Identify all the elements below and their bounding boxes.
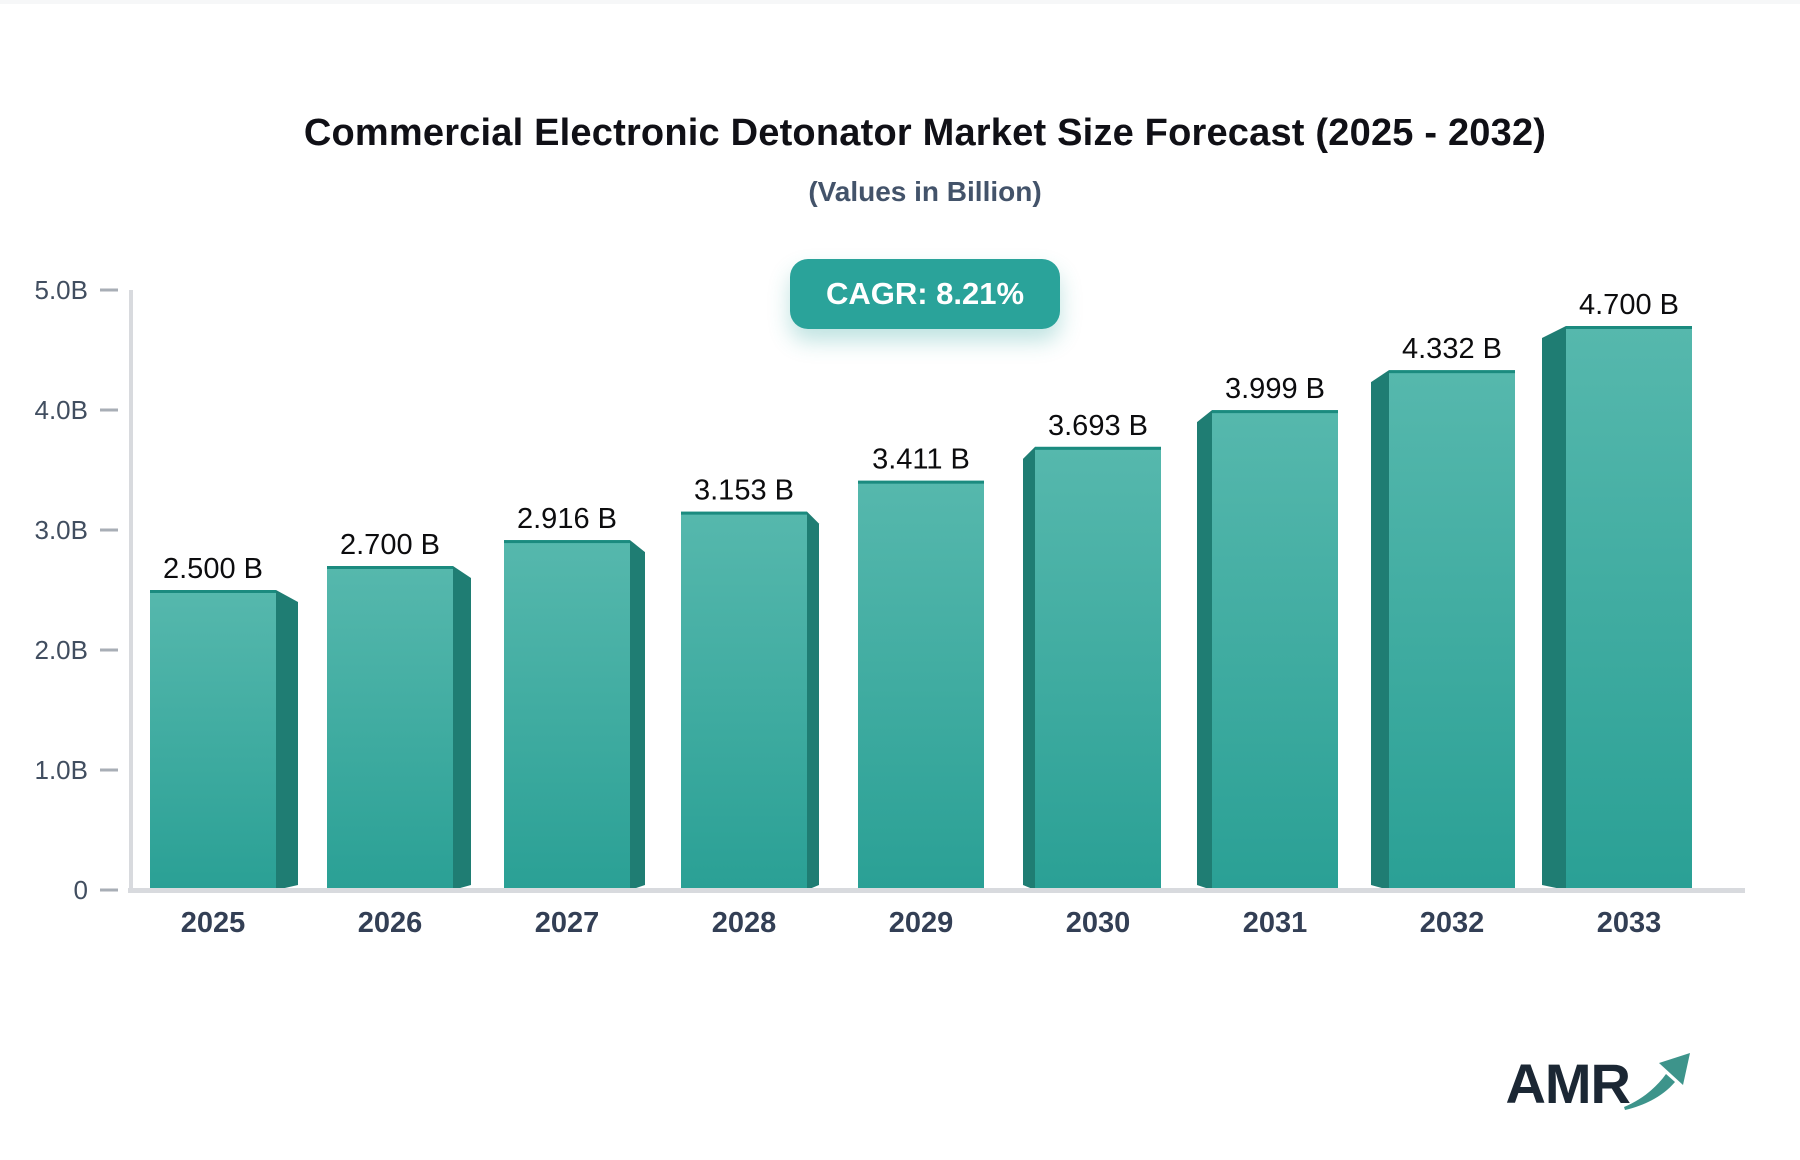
bar-2029 [858, 480, 984, 890]
bar-front-face [1035, 446, 1161, 890]
x-axis-year-label: 2033 [1597, 907, 1662, 939]
y-tick-label: 1.0B [35, 755, 89, 785]
bar-side-face [1542, 326, 1566, 890]
x-axis-year-label: 2028 [712, 907, 777, 939]
bar-value-label: 2.700 B [340, 529, 440, 561]
bar-side-face [453, 566, 471, 890]
x-axis-year-label: 2031 [1243, 907, 1308, 939]
x-axis-year-label: 2026 [358, 907, 423, 939]
x-axis-year-label: 2027 [535, 907, 600, 939]
bar-value-label: 4.700 B [1579, 289, 1679, 321]
amr-logo: AMR [1505, 1046, 1702, 1112]
bar-front-face [858, 480, 984, 890]
bar-2028 [681, 511, 819, 890]
bar-front-face [1566, 326, 1692, 890]
bar-value-label: 2.916 B [517, 503, 617, 535]
bar-side-face [276, 590, 298, 890]
bar-front-face [327, 566, 453, 890]
growth-arrow-icon [1624, 1053, 1690, 1110]
bar-top-edge [1212, 410, 1338, 414]
bar-2033 [1542, 326, 1692, 890]
bar-2030 [1023, 446, 1161, 890]
x-axis-line [128, 888, 1745, 893]
y-tick-label: 3.0B [35, 515, 89, 545]
y-tick-label: 2.0B [35, 635, 89, 665]
bar-top-edge [858, 480, 984, 484]
x-axis-year-label: 2032 [1420, 907, 1485, 939]
bar-value-label: 3.153 B [694, 475, 794, 507]
bar-front-face [150, 590, 276, 890]
bar-side-face [807, 511, 819, 890]
bar-2026 [327, 566, 471, 890]
chart-subtitle: (Values in Billion) [808, 176, 1042, 207]
bar-2032 [1371, 370, 1515, 890]
chart-title: Commercial Electronic Detonator Market S… [303, 112, 1547, 154]
bar-value-label: 3.999 B [1225, 373, 1325, 405]
amr-logo-text: AMR [1505, 1052, 1631, 1115]
bar-value-label: 3.693 B [1048, 410, 1148, 442]
bar-value-label: 4.332 B [1402, 333, 1502, 365]
bar-chart: 5.0B 4.0B 3.0B 2.0B 1.0B 0 2.500 B 2025 2.700 B 2… [35, 275, 1745, 939]
bar-front-face [504, 540, 630, 890]
bar-2025 [150, 590, 298, 890]
bar-side-face [1371, 370, 1389, 890]
cagr-badge: CAGR: 8.21% [790, 259, 1060, 329]
y-tick-label: 0 [74, 875, 88, 905]
x-axis-year-label: 2030 [1066, 907, 1131, 939]
bar-front-face [1212, 410, 1338, 890]
bar-side-face [630, 540, 645, 890]
x-axis-year-label: 2029 [889, 907, 954, 939]
bar-front-face [1389, 370, 1515, 890]
bar-top-edge [1566, 326, 1692, 329]
bar-2027 [504, 540, 645, 890]
bar-value-label: 3.411 B [872, 444, 970, 476]
bar-top-edge [681, 511, 807, 515]
bar-side-face [1197, 410, 1212, 890]
bar-top-edge [1389, 370, 1515, 374]
y-tick-label: 4.0B [35, 395, 89, 425]
bar-top-edge [504, 540, 630, 544]
bar-top-edge [1035, 446, 1161, 450]
y-tick-label: 5.0B [35, 275, 89, 305]
bar-value-label: 2.500 B [163, 553, 263, 585]
bar-top-edge [150, 590, 276, 593]
bar-side-face [1023, 446, 1035, 890]
bar-top-edge [327, 566, 453, 569]
bar-front-face [681, 511, 807, 890]
bar-2031 [1197, 410, 1338, 890]
x-axis-year-label: 2025 [181, 907, 246, 939]
